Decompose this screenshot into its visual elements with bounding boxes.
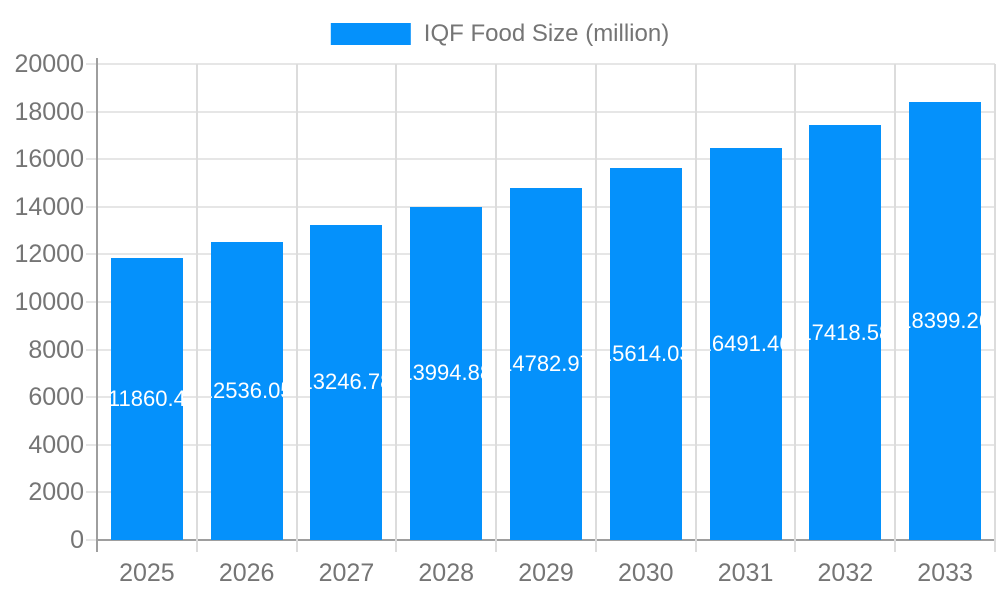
bar: 13994.88	[410, 206, 483, 540]
x-tick-label: 2031	[717, 559, 774, 587]
bar-value-label: 18399.26	[909, 308, 981, 334]
category-boundary-line	[195, 64, 198, 540]
category-boundary-line	[295, 64, 298, 540]
x-tick-mark	[794, 540, 797, 552]
y-tick-mark	[86, 396, 97, 399]
x-tick-mark	[295, 540, 298, 552]
y-tick-mark	[86, 63, 97, 65]
legend: IQF Food Size (million)	[330, 20, 670, 48]
y-tick-label: 6000	[28, 383, 84, 412]
x-tick-mark	[195, 540, 198, 552]
bar-value-label: 15614.03	[610, 341, 682, 367]
x-tick-mark	[594, 540, 597, 552]
bar-value-label: 14782.97	[510, 351, 582, 377]
y-tick-label: 14000	[14, 192, 84, 221]
x-tick-mark	[694, 540, 697, 552]
y-tick-mark	[86, 253, 97, 256]
category-boundary-line	[694, 64, 697, 540]
y-tick-label: 0	[70, 526, 84, 554]
bar: 12536.05	[210, 241, 283, 540]
x-tick-label: 2028	[418, 559, 475, 587]
y-tick-mark	[86, 301, 97, 303]
x-tick-mark	[894, 540, 897, 552]
y-tick-label: 10000	[14, 288, 84, 316]
y-tick-mark	[86, 205, 97, 208]
y-axis-line	[96, 58, 98, 552]
bar: 15614.03	[609, 168, 682, 540]
x-tick-mark	[395, 540, 398, 552]
x-tick-label: 2032	[817, 559, 874, 587]
bar: 18399.26	[909, 102, 982, 540]
bar-value-label: 16491.46	[710, 330, 782, 356]
y-tick-label: 20000	[14, 50, 84, 78]
y-gridline	[97, 539, 995, 541]
y-tick-mark	[86, 158, 97, 161]
category-boundary-line	[395, 64, 398, 540]
bar-value-label: 12536.05	[211, 377, 283, 403]
y-tick-mark	[86, 348, 97, 351]
bar: 14782.97	[510, 188, 582, 540]
y-tick-label: 18000	[14, 97, 84, 126]
bar: 13246.78	[310, 224, 383, 540]
bar-value-label: 13246.78	[310, 369, 382, 395]
y-tick-mark	[86, 491, 97, 494]
x-tick-label: 2027	[318, 559, 375, 587]
bar-value-label: 13994.88	[410, 360, 482, 386]
x-tick-label: 2029	[518, 559, 574, 587]
y-tick-label: 2000	[28, 478, 84, 507]
x-tick-mark	[994, 540, 996, 552]
y-gridline	[97, 63, 995, 65]
y-tick-label: 12000	[14, 240, 84, 269]
category-boundary-line	[594, 64, 597, 540]
category-boundary-line	[794, 64, 797, 540]
category-boundary-line	[994, 64, 996, 540]
x-tick-label: 2026	[218, 559, 275, 587]
y-tick-label: 8000	[28, 335, 84, 364]
y-tick-label: 4000	[28, 430, 84, 459]
x-tick-label: 2033	[917, 559, 973, 587]
y-gridline	[97, 110, 995, 113]
y-tick-mark	[86, 110, 97, 113]
bar: 17418.58	[809, 125, 882, 540]
bar: 11860.4	[110, 257, 183, 540]
y-tick-label: 16000	[14, 145, 84, 174]
legend-swatch-icon	[330, 23, 411, 45]
category-boundary-line	[894, 64, 897, 540]
bar-value-label: 17418.58	[809, 319, 881, 345]
y-gridline	[97, 158, 995, 161]
y-tick-mark	[86, 539, 97, 541]
x-tick-mark	[495, 540, 498, 552]
y-tick-mark	[86, 443, 97, 446]
legend-label: IQF Food Size (million)	[423, 20, 670, 47]
category-boundary-line	[495, 64, 498, 540]
x-tick-label: 2025	[119, 559, 175, 587]
x-tick-label: 2030	[617, 559, 674, 587]
bar: 16491.46	[709, 147, 782, 540]
bar-value-label: 11860.4	[110, 385, 183, 411]
